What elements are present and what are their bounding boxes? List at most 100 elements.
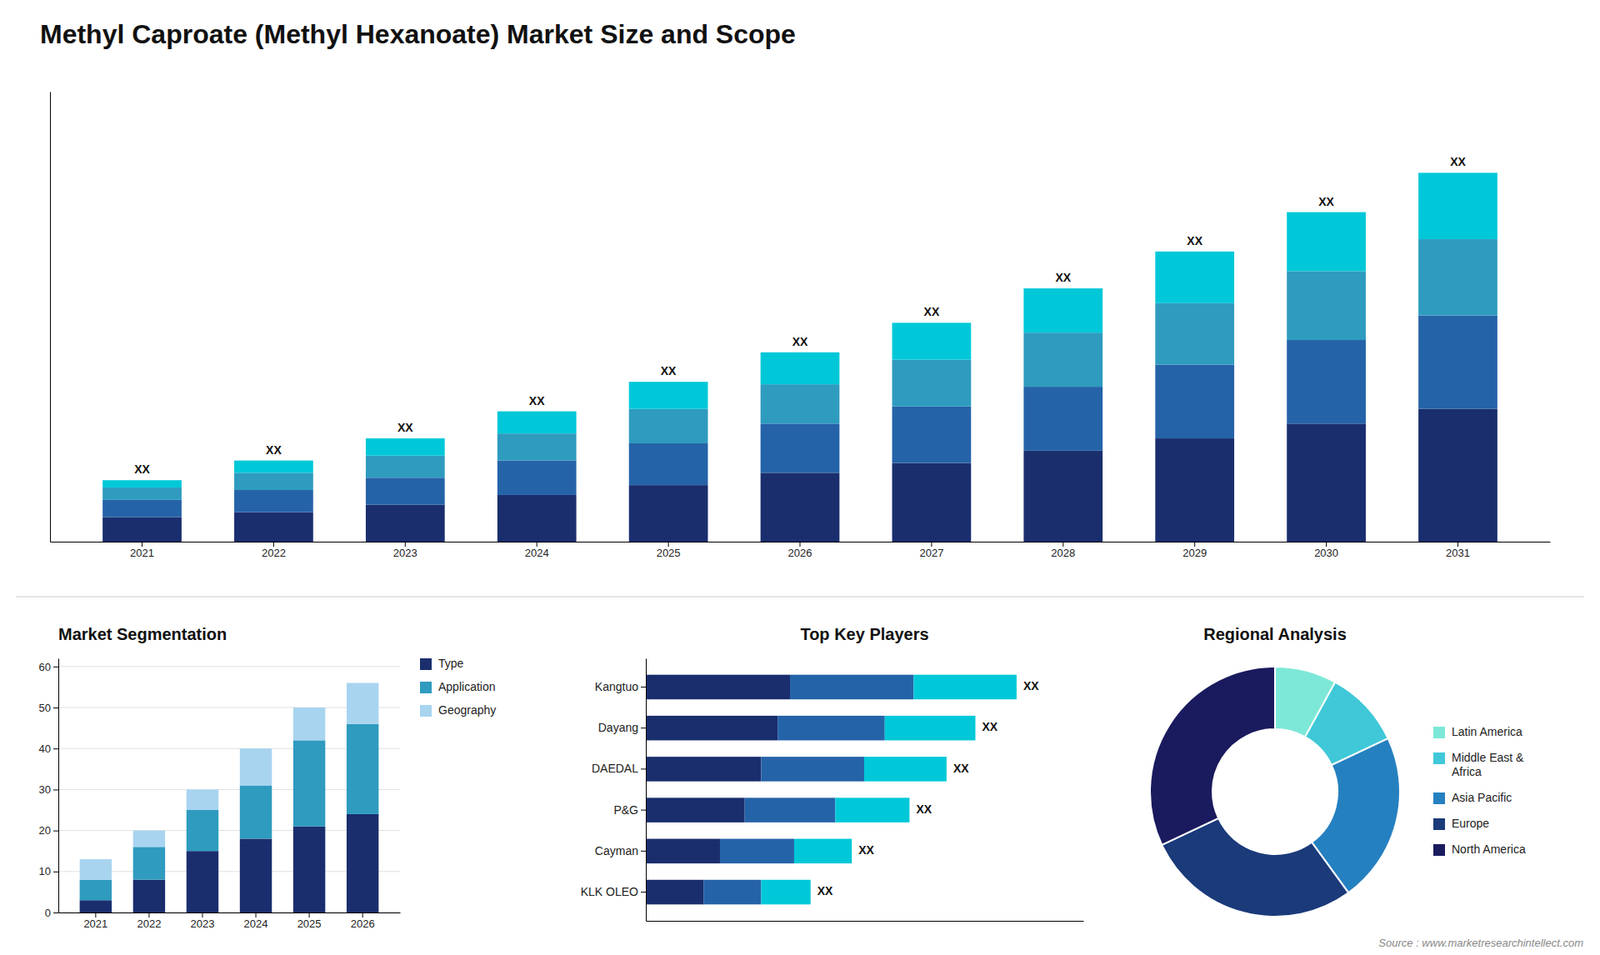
tick-mark (668, 541, 670, 547)
bar-segment (1155, 365, 1235, 440)
tick-label: KLK OLEO (580, 885, 639, 899)
annotation: XX (1450, 155, 1466, 169)
bar-segment (497, 433, 577, 460)
series (80, 814, 380, 913)
chart-panel: KangtuoDayangDAEDALP&GCaymanKLK OLEOXXXX… (580, 625, 1085, 922)
tick-label: 2022 (136, 917, 161, 930)
chart-panel: 2021202220232024202520262027202820292030… (50, 92, 1551, 560)
tick-mark (1325, 541, 1327, 547)
tick: 2027 (919, 541, 944, 560)
bar-segment (864, 756, 947, 782)
bar-segment (365, 438, 445, 456)
bar-segment (365, 477, 445, 505)
tick-label: 2021 (130, 546, 155, 560)
tick-label: 2021 (83, 917, 108, 930)
tick-label: 0 (45, 906, 51, 920)
tick-mark (141, 541, 143, 547)
tick: 2025 (297, 912, 322, 930)
bar-segment (346, 814, 379, 913)
bar-segment (234, 460, 314, 474)
annotation: XX (915, 802, 932, 816)
annotation: XX (1023, 679, 1040, 693)
tick: 0 (45, 906, 59, 920)
annotation: XX (858, 843, 875, 857)
tick-mark (1062, 541, 1064, 547)
series (645, 675, 790, 905)
bar-segment (892, 406, 972, 464)
bar-segment (745, 797, 836, 823)
legend: Type Application Geography (420, 656, 496, 717)
tick-mark (640, 686, 646, 688)
annotation: XX (1318, 195, 1335, 209)
legend-label: Geography (438, 703, 496, 717)
bar-segment (1286, 270, 1366, 340)
bar-segment (1155, 438, 1235, 542)
tick-mark (640, 810, 646, 811)
x-axis (646, 920, 1085, 922)
bar-segment (645, 715, 778, 741)
legend-swatch (1433, 844, 1445, 856)
legend-item: Asia Pacific (1433, 790, 1512, 805)
bar-segment (645, 839, 720, 865)
tick-mark (148, 912, 150, 918)
tick-mark (53, 748, 59, 750)
bar-segment (1286, 423, 1366, 542)
bar-segment (80, 880, 112, 901)
bar-segment (102, 480, 182, 488)
bar-segment (760, 352, 840, 385)
tick-mark (930, 541, 932, 547)
tick-label: 40 (39, 742, 51, 755)
tick: 2023 (393, 541, 418, 560)
slice (1161, 818, 1349, 917)
grid-line (58, 665, 400, 667)
bar-segment (186, 850, 219, 913)
annotation: XX (660, 364, 677, 378)
bar-segment (760, 880, 810, 905)
legend-label: Type (438, 656, 465, 670)
bar-segment (133, 880, 165, 913)
bar-segment (720, 839, 795, 865)
tick-mark (640, 850, 646, 852)
bar-segment (1418, 315, 1498, 410)
bar-segment (1286, 340, 1366, 424)
tick-label: 2029 (1182, 546, 1207, 560)
tick-label: 2030 (1314, 546, 1339, 560)
tick-label: 50 (39, 701, 51, 715)
tick-mark (640, 891, 646, 893)
tick-label: 30 (39, 783, 51, 796)
tick-mark (1457, 541, 1459, 547)
tick: 20 (39, 824, 59, 837)
chart-title: Top Key Players (800, 625, 929, 644)
legend: Latin AmericaMiddle East &AfricaAsia Pac… (1433, 725, 1526, 856)
legend-swatch (1433, 792, 1445, 805)
bar-segment (760, 384, 840, 424)
bar-segment (760, 472, 840, 542)
tick: Kangtuo (595, 680, 646, 694)
axis-line (50, 92, 51, 543)
legend-label: Application (438, 680, 496, 694)
bar-segment (760, 423, 840, 473)
annotation: XX (817, 884, 834, 898)
axis-line (58, 659, 60, 914)
bar-segment (186, 789, 219, 810)
axis-line (645, 659, 647, 922)
bar-segment (629, 443, 709, 485)
tick: Dayang (598, 720, 646, 735)
bar-segment (1418, 409, 1498, 542)
bar-segment (1418, 239, 1498, 315)
tick-mark (536, 541, 538, 547)
tick: 10 (39, 865, 59, 878)
bar-segment (1155, 303, 1235, 365)
source: Source : www.marketresearchintellect.com (1378, 936, 1584, 950)
tick: 2031 (1445, 541, 1470, 560)
bar-segment (365, 455, 445, 479)
tick-mark (53, 666, 59, 668)
tick-mark (640, 727, 646, 729)
bars (645, 675, 1017, 905)
tick: 2022 (261, 541, 286, 560)
chart-panel: Regional AnalysisLatin AmericaMiddle Eas… (1150, 625, 1526, 917)
bar-segment (1286, 212, 1366, 272)
bar-segment (497, 411, 577, 435)
bar-segment (790, 675, 914, 700)
axis-line (59, 912, 401, 914)
